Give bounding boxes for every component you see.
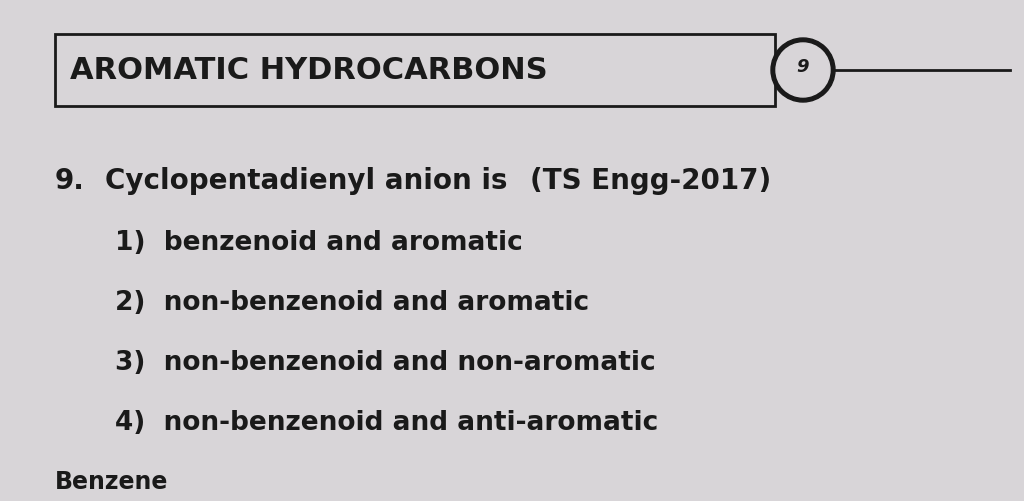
Text: 9.: 9. — [55, 167, 85, 194]
Text: 1)  benzenoid and aromatic: 1) benzenoid and aromatic — [115, 229, 522, 256]
FancyBboxPatch shape — [55, 35, 775, 107]
Text: Benzene: Benzene — [55, 469, 168, 493]
Text: 3)  non-benzenoid and non-aromatic: 3) non-benzenoid and non-aromatic — [115, 349, 655, 375]
Circle shape — [771, 39, 835, 103]
Text: Cyclopentadienyl anion is: Cyclopentadienyl anion is — [105, 167, 508, 194]
Text: (TS Engg-2017): (TS Engg-2017) — [530, 167, 771, 194]
Text: 4)  non-benzenoid and anti-aromatic: 4) non-benzenoid and anti-aromatic — [115, 409, 658, 435]
Text: 9: 9 — [797, 58, 809, 76]
Text: 2)  non-benzenoid and aromatic: 2) non-benzenoid and aromatic — [115, 290, 589, 315]
Circle shape — [776, 44, 830, 98]
Text: AROMATIC HYDROCARBONS: AROMATIC HYDROCARBONS — [70, 57, 548, 85]
